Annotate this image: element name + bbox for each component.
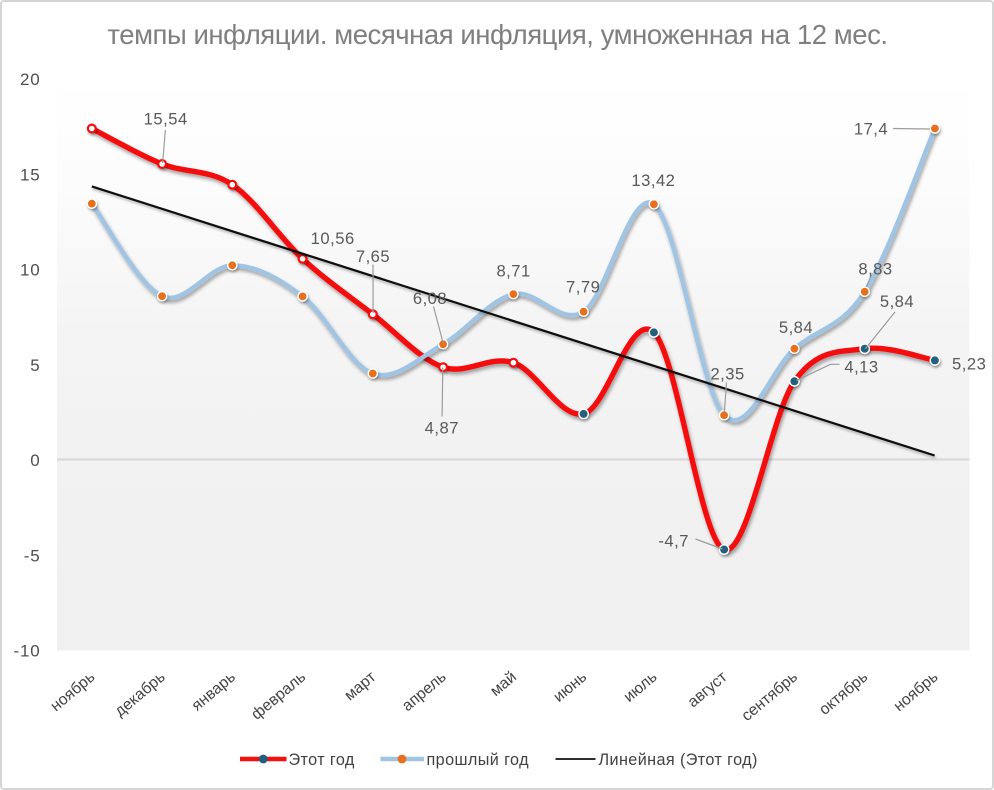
svg-text:март: март: [341, 669, 379, 705]
svg-text:темпы инфляции. месячная инфля: темпы инфляции. месячная инфляция, умнож…: [107, 19, 887, 50]
svg-text:8,71: 8,71: [496, 262, 530, 281]
svg-text:июль: июль: [621, 669, 661, 706]
svg-text:5,84: 5,84: [779, 318, 813, 337]
svg-text:15: 15: [20, 165, 41, 184]
svg-text:0: 0: [30, 451, 40, 470]
svg-text:10: 10: [20, 261, 41, 280]
svg-text:5,23: 5,23: [952, 355, 986, 374]
svg-text:-4,7: -4,7: [658, 531, 689, 550]
svg-text:5: 5: [30, 356, 40, 375]
svg-text:февраль: февраль: [248, 669, 309, 724]
svg-text:октябрь: октябрь: [816, 669, 871, 719]
svg-text:-10: -10: [14, 642, 41, 661]
svg-text:6,08: 6,08: [413, 289, 447, 308]
svg-text:ноябрь: ноябрь: [48, 669, 99, 716]
svg-text:Линейная (Этот год): Линейная (Этот год): [599, 751, 758, 769]
svg-text:декабрь: декабрь: [112, 669, 169, 721]
svg-text:ноябрь: ноябрь: [891, 669, 942, 716]
svg-text:4,87: 4,87: [425, 419, 459, 438]
svg-text:20: 20: [20, 70, 41, 89]
svg-text:август: август: [685, 669, 731, 711]
svg-text:июнь: июнь: [550, 669, 590, 706]
svg-text:17,4: 17,4: [854, 120, 888, 139]
svg-text:8,83: 8,83: [858, 259, 892, 278]
svg-text:Этот год: Этот год: [289, 751, 355, 769]
svg-text:май: май: [487, 669, 520, 700]
svg-text:прошлый год: прошлый год: [427, 751, 530, 769]
svg-text:январь: январь: [189, 669, 239, 715]
svg-text:сентябрь: сентябрь: [739, 669, 801, 725]
svg-text:7,65: 7,65: [356, 247, 390, 266]
svg-text:апрель: апрель: [399, 669, 450, 715]
svg-text:5,84: 5,84: [880, 292, 914, 311]
svg-text:2,35: 2,35: [710, 365, 744, 384]
svg-text:10,56: 10,56: [311, 229, 355, 248]
svg-text:7,79: 7,79: [566, 278, 600, 297]
svg-text:-5: -5: [24, 546, 41, 565]
svg-text:4,13: 4,13: [844, 358, 878, 377]
svg-text:15,54: 15,54: [144, 109, 188, 128]
svg-text:13,42: 13,42: [631, 171, 675, 190]
